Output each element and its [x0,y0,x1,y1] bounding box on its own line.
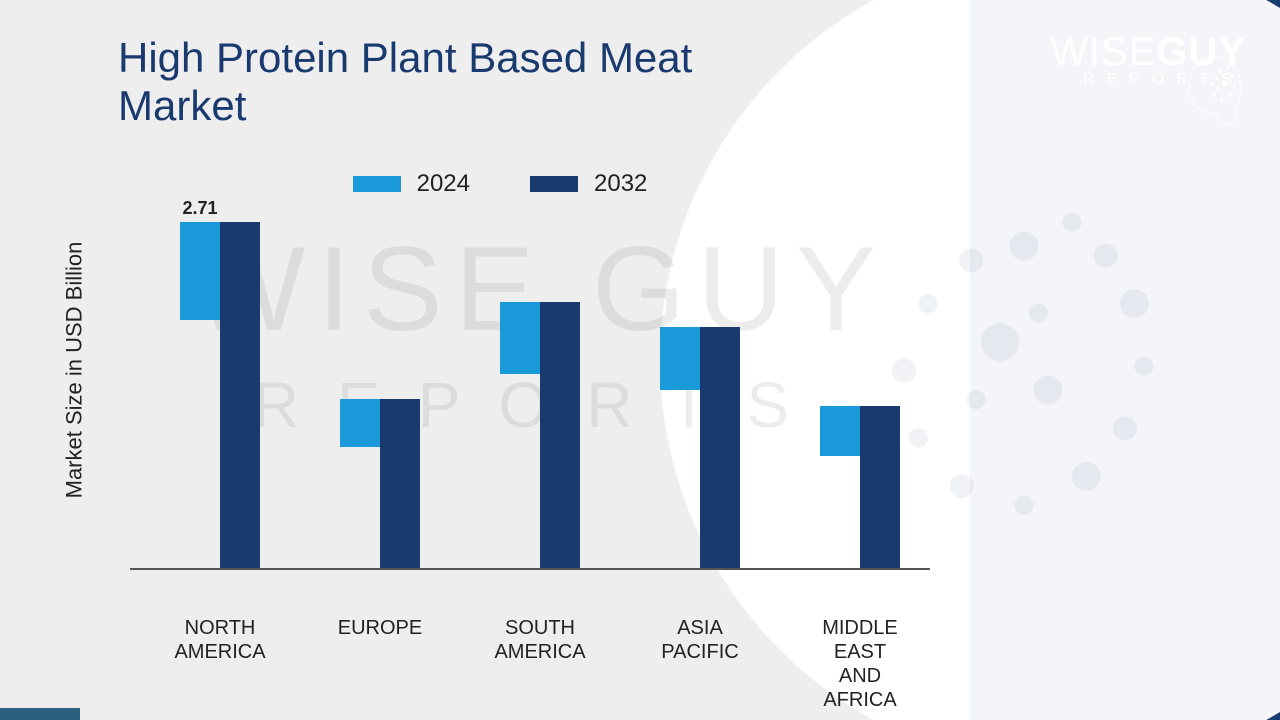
bar-2024 [500,302,540,374]
legend: 2024 2032 [60,170,940,198]
legend-swatch-2032 [530,176,578,192]
bar-chart: Market Size in USD Billion 2024 2032 2.7… [60,170,940,690]
page: WISE GUY REPORTS WISEGUY REPORTS High Pr… [0,0,1280,720]
category-label: EUROPE [310,616,450,640]
category-label: ASIA PACIFIC [630,616,770,664]
bar-2024 [820,406,860,456]
legend-swatch-2024 [353,176,401,192]
legend-label-2032: 2032 [594,170,647,198]
bar-2024 [660,327,700,390]
category-label: SOUTH AMERICA [470,616,610,664]
footer-accent [0,708,80,720]
bar-2032 [540,302,580,568]
bar-group [800,406,920,568]
bar-2032 [860,406,900,568]
bar-2024 [340,399,380,448]
bar-group [480,302,600,568]
bar-group: 2.71 [160,222,280,568]
bar-2032 [380,399,420,568]
brand-word-1: WISE [1050,30,1156,74]
y-axis-label-wrap: Market Size in USD Billion [60,170,88,570]
bar-2032 [700,327,740,568]
bar-2032 [220,222,260,568]
bar-2024: 2.71 [180,222,220,320]
legend-item-2024: 2024 [353,170,470,198]
plot-area: 2.71NORTH AMERICAEUROPESOUTH AMERICAASIA… [130,210,930,570]
category-label: NORTH AMERICA [150,616,290,664]
bar-value-label: 2.71 [182,198,217,219]
bar-group [640,327,760,568]
brand-logo: WISEGUY REPORTS [1050,30,1246,89]
chart-title: High Protein Plant Based Meat Market [118,34,818,131]
bar-group [320,399,440,568]
legend-item-2032: 2032 [530,170,647,198]
legend-label-2024: 2024 [417,170,470,198]
head-icon [1172,50,1252,130]
y-axis-label: Market Size in USD Billion [61,242,87,499]
category-label: MIDDLEEASTANDAFRICA [790,616,930,712]
